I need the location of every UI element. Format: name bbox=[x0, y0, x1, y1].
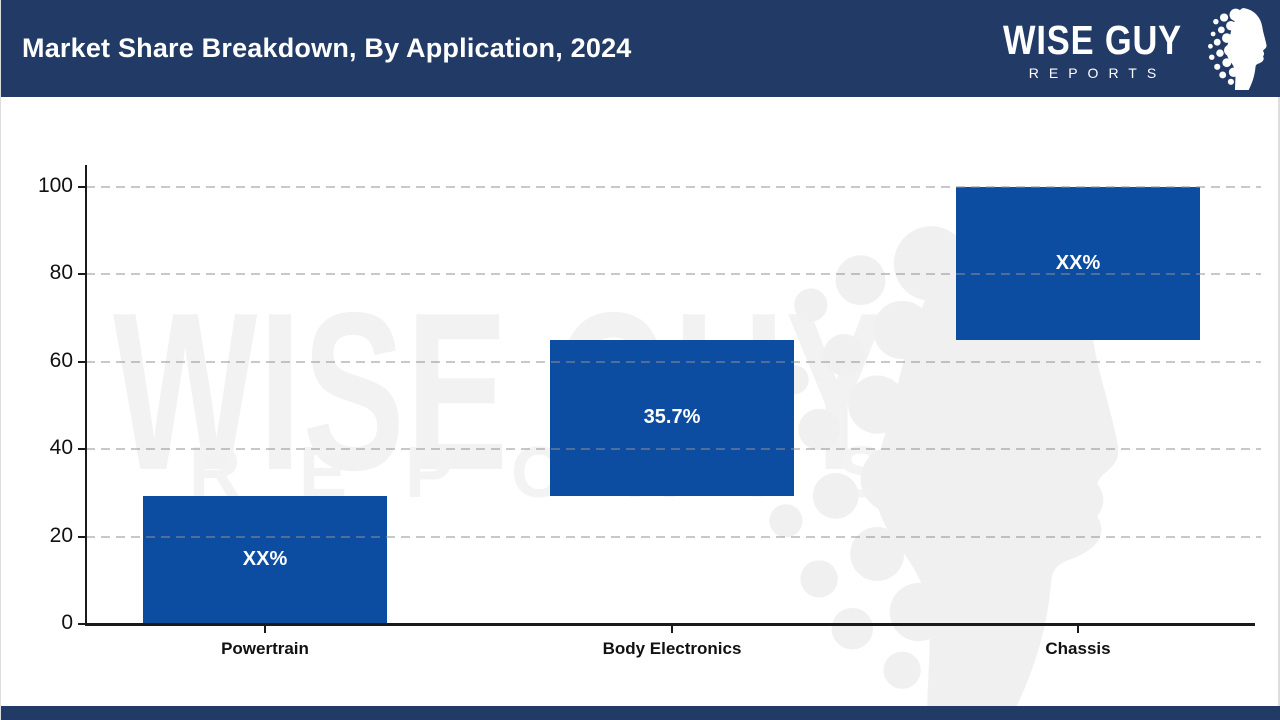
logo-dotted-head-icon bbox=[1208, 8, 1267, 90]
x-tick-mark bbox=[671, 626, 673, 633]
bar-powertrain: XX% bbox=[143, 495, 387, 624]
page-title: Market Share Breakdown, By Application, … bbox=[22, 33, 632, 63]
wise-guy-logo: WISE GUY REPORTS bbox=[986, 6, 1267, 92]
bar-value-label: XX% bbox=[242, 548, 288, 571]
y-tick-mark-100 bbox=[78, 186, 86, 188]
y-tick-label-0: 0 bbox=[61, 611, 73, 634]
y-tick-label-20: 20 bbox=[49, 523, 73, 547]
y-tick-mark-40 bbox=[78, 448, 86, 451]
bar-value-label: XX% bbox=[1055, 251, 1101, 274]
logo-text: WISE GUY REPORTS bbox=[986, 17, 1199, 81]
y-tick-mark-20 bbox=[78, 535, 86, 538]
bar-value-label: 35.7% bbox=[643, 406, 701, 429]
x-tick-mark bbox=[1077, 626, 1079, 633]
category-label-body-electronics: Body Electronics bbox=[602, 639, 742, 658]
y-tick-label-40: 40 bbox=[49, 436, 73, 460]
gridline-60 bbox=[86, 360, 1261, 363]
y-tick-mark-80 bbox=[78, 273, 86, 276]
logo-reports-text: REPORTS bbox=[1028, 65, 1167, 81]
x-axis-line bbox=[85, 623, 1255, 626]
gridline-20 bbox=[86, 535, 1261, 538]
y-axis-line bbox=[85, 165, 87, 625]
logo-wiseguy-text: WISE GUY bbox=[1003, 17, 1182, 63]
y-tick-mark-0 bbox=[78, 623, 86, 625]
gridline-100 bbox=[86, 186, 1261, 188]
y-tick-label-100: 100 bbox=[37, 174, 73, 197]
footer-bar bbox=[1, 706, 1280, 720]
bar-body-electronics: 35.7% bbox=[550, 339, 794, 496]
category-label-powertrain: Powertrain bbox=[221, 639, 309, 658]
bar-chassis: XX% bbox=[956, 187, 1200, 340]
y-tick-label-80: 80 bbox=[49, 261, 73, 285]
y-tick-mark-60 bbox=[78, 360, 86, 363]
x-tick-mark bbox=[264, 626, 266, 633]
y-tick-label-60: 60 bbox=[49, 348, 73, 372]
gridline-40 bbox=[86, 448, 1261, 451]
gridline-80 bbox=[86, 273, 1261, 276]
header-bar: Market Share Breakdown, By Application, … bbox=[1, 0, 1280, 97]
category-label-chassis: Chassis bbox=[1045, 639, 1111, 658]
